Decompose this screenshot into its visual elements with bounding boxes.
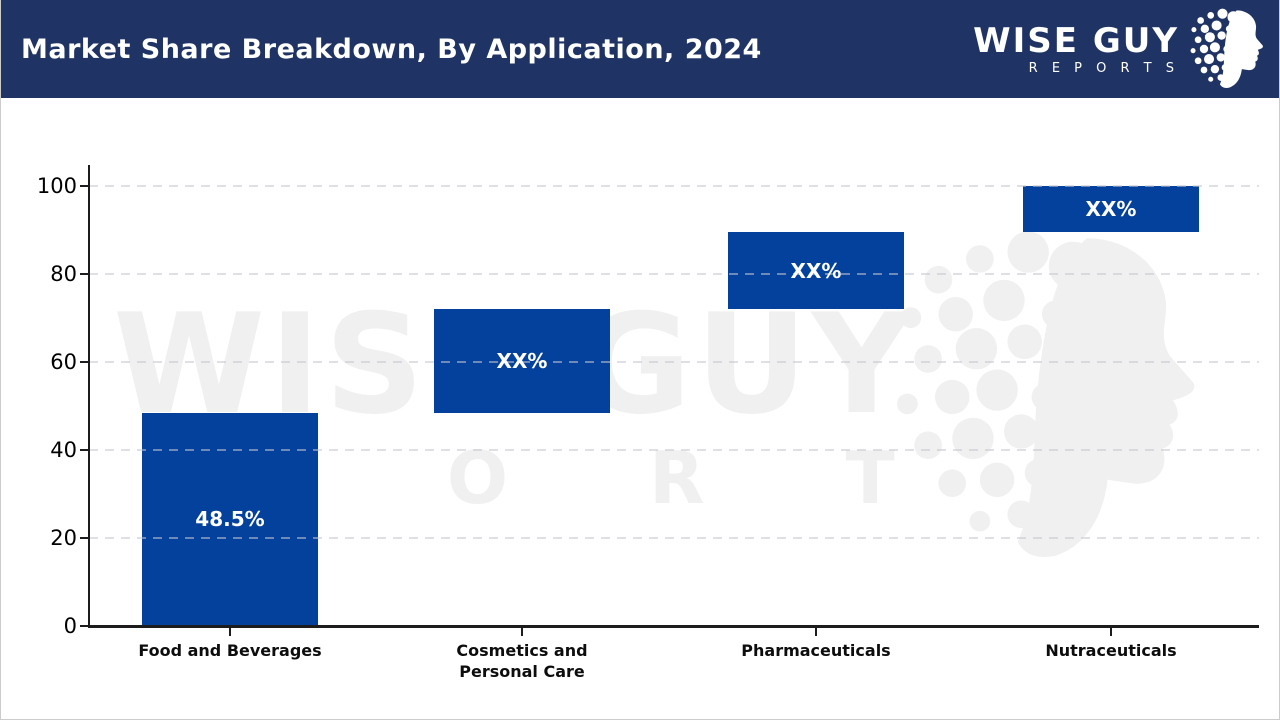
y-tick-mark-40 bbox=[80, 449, 88, 451]
header-bar: Market Share Breakdown, By Application, … bbox=[1, 0, 1280, 98]
y-tick-label-100: 100 bbox=[36, 174, 77, 198]
y-tick-label-20: 20 bbox=[50, 526, 77, 550]
logo-wordmark: WISE GUY bbox=[973, 20, 1179, 61]
gridline-40 bbox=[89, 449, 1259, 451]
bar-food-and-beverages bbox=[142, 412, 318, 626]
y-axis-line bbox=[88, 165, 90, 628]
logo-head-icon bbox=[1183, 7, 1267, 91]
logo-subtitle: R E P O R T S bbox=[1028, 60, 1179, 76]
gridline-60 bbox=[89, 361, 1259, 363]
bar-value-label-cosmetics-and-personal-care: XX% bbox=[496, 348, 548, 373]
y-tick-mark-100 bbox=[80, 185, 88, 187]
x-axis-label-cosmetics-and-personal-care: Cosmetics and Personal Care bbox=[456, 641, 588, 681]
x-tick-mark-cosmetics-and-personal-care bbox=[521, 628, 523, 636]
x-axis-label-pharmaceuticals: Pharmaceuticals bbox=[741, 641, 891, 660]
brand-logo: WISE GUY R E P O R T S bbox=[973, 7, 1280, 91]
x-axis-label-nutraceuticals: Nutraceuticals bbox=[1045, 641, 1177, 660]
bar-cosmetics-and-personal-care bbox=[434, 309, 610, 413]
gridline-100 bbox=[89, 185, 1259, 187]
brand-logo-text: WISE GUY R E P O R T S bbox=[973, 23, 1179, 76]
y-tick-label-40: 40 bbox=[50, 438, 77, 462]
gridline-20 bbox=[89, 537, 1259, 539]
x-axis-label-food-and-beverages: Food and Beverages bbox=[138, 641, 322, 660]
y-tick-label-80: 80 bbox=[50, 262, 77, 286]
x-tick-mark-pharmaceuticals bbox=[815, 628, 817, 636]
gridline-80 bbox=[89, 273, 1259, 275]
y-tick-label-0: 0 bbox=[63, 614, 77, 638]
y-tick-mark-60 bbox=[80, 361, 88, 363]
y-tick-mark-0 bbox=[80, 625, 88, 627]
bar-nutraceuticals bbox=[1023, 186, 1199, 233]
x-axis-line bbox=[88, 625, 1259, 628]
bar-pharmaceuticals bbox=[728, 232, 904, 310]
y-tick-mark-80 bbox=[80, 273, 88, 275]
bar-value-label-nutraceuticals: XX% bbox=[1085, 197, 1137, 222]
x-tick-mark-food-and-beverages bbox=[229, 628, 231, 636]
y-tick-mark-20 bbox=[80, 537, 88, 539]
x-tick-mark-nutraceuticals bbox=[1110, 628, 1112, 636]
bar-value-label-pharmaceuticals: XX% bbox=[790, 258, 842, 283]
bar-value-label-food-and-beverages: 48.5% bbox=[195, 507, 265, 532]
y-tick-label-60: 60 bbox=[50, 350, 77, 374]
chart-title: Market Share Breakdown, By Application, … bbox=[21, 33, 762, 65]
